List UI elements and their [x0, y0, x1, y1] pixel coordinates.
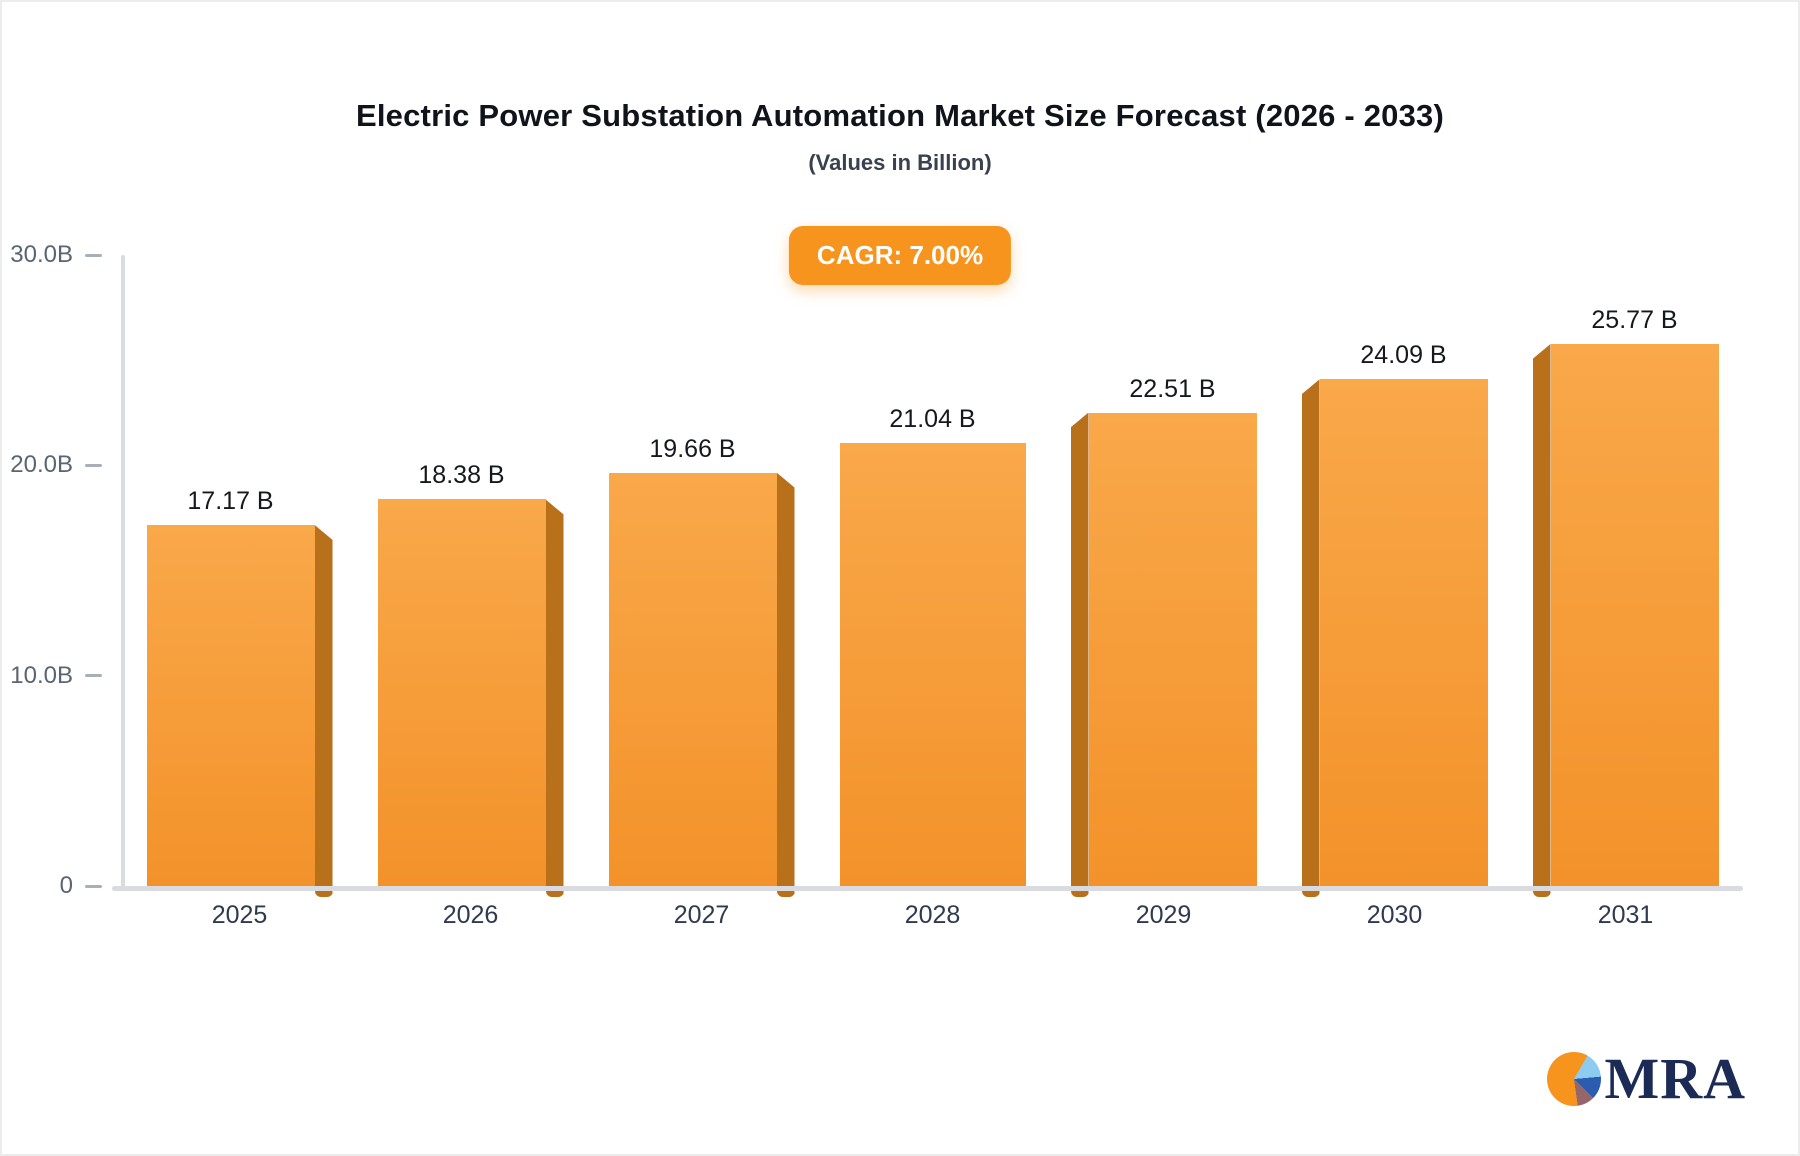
- mra-logo: MRA: [1547, 1050, 1746, 1108]
- y-tick-label: 30.0B: [10, 241, 73, 268]
- bar-value-label-2029: 22.51 B: [1129, 374, 1216, 403]
- x-tick-label-2030: 2030: [1366, 901, 1423, 929]
- y-tick-30.0B: 30.0B: [10, 241, 114, 269]
- bar-face-2027: [608, 472, 777, 886]
- bar-value-label-2028: 21.04 B: [889, 405, 976, 434]
- bar-2026: 18.38 B: [377, 461, 564, 897]
- y-tick-mark: [85, 884, 102, 888]
- bar-slot-2025: 17.17 B: [124, 487, 355, 897]
- y-tick-label: 10.0B: [10, 661, 73, 689]
- bar-face-2028: [839, 443, 1026, 886]
- y-tick-mark: [85, 463, 102, 467]
- bar-2025: 17.17 B: [146, 487, 333, 897]
- bar-2031: 25.77 B: [1532, 306, 1719, 897]
- x-tick-label-2031: 2031: [1597, 901, 1654, 929]
- bar-side-panel-2025: [314, 524, 333, 897]
- bar-slot-2031: 25.77 B: [1510, 306, 1741, 897]
- bar-2028: 21.04 B: [839, 405, 1026, 886]
- bar-2027: 19.66 B: [608, 435, 795, 897]
- y-axis-labels: 30.0B 20.0B 10.0B 0: [2, 241, 114, 899]
- cagr-badge: CAGR: 7.00%: [788, 226, 1012, 285]
- mra-logo-pie-icon: [1547, 1052, 1602, 1106]
- bar-side-panel-2030: [1301, 379, 1320, 897]
- mra-logo-text: MRA: [1604, 1046, 1746, 1111]
- bar-slot-2030: 24.09 B: [1279, 341, 1510, 897]
- y-tick-20.0B: 20.0B: [10, 451, 114, 479]
- bar-2029: 22.51 B: [1070, 375, 1257, 897]
- chart-subtitle: (Values in Billion): [808, 150, 992, 175]
- bars-row: 17.17 B 18.38 B 19.66 B 21.04 B 22.51 B 24.09…: [124, 255, 1741, 897]
- bar-slot-2029: 22.51 B: [1048, 375, 1279, 897]
- bar-side-panel-2029: [1070, 412, 1089, 897]
- x-tick-label-2025: 2025: [211, 901, 268, 929]
- bar-face-2026: [377, 499, 546, 886]
- y-tick-mark: [85, 253, 102, 257]
- x-tick-label-2027: 2027: [673, 901, 730, 929]
- bar-slot-2027: 19.66 B: [586, 435, 817, 897]
- bar-value-label-2031: 25.77 B: [1591, 305, 1678, 334]
- bar-side-panel-2031: [1532, 343, 1551, 897]
- bar-slot-2026: 18.38 B: [355, 461, 586, 897]
- bar-2030: 24.09 B: [1301, 341, 1488, 897]
- bar-side-panel-2026: [545, 499, 564, 897]
- bar-slot-2028: 21.04 B: [817, 405, 1048, 886]
- bar-face-2025: [146, 524, 315, 886]
- bar-face-2030: [1319, 379, 1488, 886]
- bar-side-panel-2027: [776, 472, 795, 897]
- y-tick-label: 20.0B: [10, 451, 73, 479]
- x-tick-label-2029: 2029: [1135, 901, 1192, 929]
- chart-title: Electric Power Substation Automation Mar…: [355, 98, 1445, 133]
- y-tick-0: 0: [60, 872, 114, 900]
- bar-face-2029: [1088, 412, 1257, 886]
- y-tick-mark: [85, 674, 102, 678]
- x-axis-line: [112, 886, 1743, 891]
- x-tick-label-2026: 2026: [442, 901, 499, 929]
- bar-value-label-2026: 18.38 B: [418, 461, 505, 490]
- x-tick-label-2028: 2028: [904, 901, 961, 929]
- bar-value-label-2027: 19.66 B: [649, 434, 736, 463]
- y-axis-line: [121, 255, 125, 891]
- bar-value-label-2030: 24.09 B: [1360, 341, 1447, 370]
- y-tick-label: 0: [59, 872, 73, 899]
- bar-value-label-2025: 17.17 B: [187, 486, 274, 515]
- y-tick-10.0B: 10.0B: [10, 662, 114, 690]
- x-axis-labels: 2025 2026 2027 2028 2029 2030 2031: [124, 901, 1741, 930]
- bar-face-2031: [1550, 343, 1719, 886]
